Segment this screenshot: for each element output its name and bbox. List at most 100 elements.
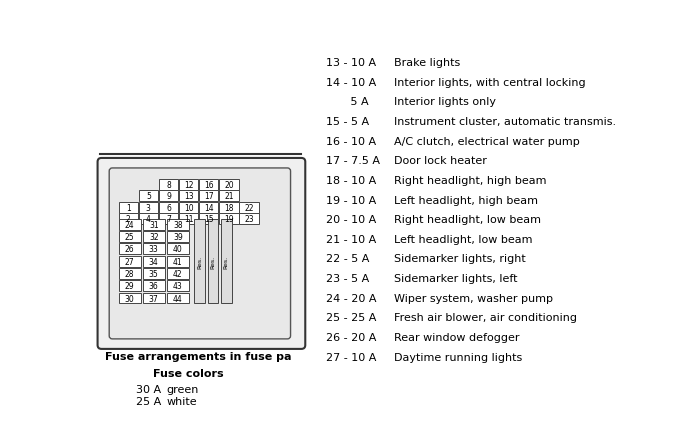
Text: Res.: Res. (211, 255, 216, 268)
Text: 41: 41 (173, 257, 183, 266)
Bar (139, 214, 158, 225)
Bar (118, 256, 141, 267)
Bar (143, 232, 165, 242)
Text: A/C clutch, electrical water pump: A/C clutch, electrical water pump (393, 136, 580, 146)
Text: Brake lights: Brake lights (393, 58, 460, 68)
Text: 25 - 25 A: 25 - 25 A (326, 313, 377, 323)
Bar (199, 214, 218, 225)
Text: Right headlight, low beam: Right headlight, low beam (393, 215, 540, 225)
Bar (167, 232, 189, 242)
Text: 15: 15 (204, 215, 214, 224)
Bar (239, 214, 259, 225)
Bar (208, 219, 218, 304)
Text: Fuse colors: Fuse colors (153, 368, 223, 378)
Text: 3: 3 (146, 203, 150, 212)
Text: 30 A: 30 A (136, 384, 161, 394)
Bar (118, 214, 138, 225)
Bar (159, 202, 178, 213)
Bar (199, 179, 218, 190)
Text: 34: 34 (149, 257, 159, 266)
Text: Fuse arrangements in fuse pa: Fuse arrangements in fuse pa (105, 351, 292, 361)
Text: 21 - 10 A: 21 - 10 A (326, 234, 377, 244)
Bar (139, 202, 158, 213)
Text: 25: 25 (125, 233, 134, 241)
Bar (143, 256, 165, 267)
Text: 11: 11 (184, 215, 193, 224)
Text: Daytime running lights: Daytime running lights (393, 352, 522, 362)
Text: Res.: Res. (224, 255, 229, 268)
Text: 43: 43 (173, 282, 183, 290)
Text: 33: 33 (149, 245, 159, 254)
Bar (118, 244, 141, 254)
Bar (143, 281, 165, 291)
Text: 26 - 20 A: 26 - 20 A (326, 332, 377, 342)
Text: Interior lights only: Interior lights only (393, 97, 496, 107)
Text: 4: 4 (146, 215, 150, 224)
Text: 9: 9 (166, 192, 171, 201)
Bar (167, 256, 189, 267)
Bar (199, 202, 218, 213)
Bar (143, 219, 165, 230)
Text: 36: 36 (149, 282, 159, 290)
Text: 31: 31 (149, 220, 159, 229)
Bar (167, 219, 189, 230)
Text: Rear window defogger: Rear window defogger (393, 332, 519, 342)
Text: 1: 1 (126, 203, 131, 212)
Text: 5: 5 (146, 192, 150, 201)
Bar (159, 179, 178, 190)
Bar (143, 268, 165, 279)
Bar (159, 214, 178, 225)
Text: 2: 2 (126, 215, 131, 224)
Bar (167, 293, 189, 304)
Bar (179, 191, 198, 201)
Text: Res.: Res. (197, 255, 202, 268)
Text: Left headlight, low beam: Left headlight, low beam (393, 234, 532, 244)
Bar (199, 191, 218, 201)
Text: Left headlight, high beam: Left headlight, high beam (393, 195, 538, 205)
Text: 22: 22 (244, 203, 254, 212)
Text: 20: 20 (224, 180, 234, 189)
Text: 16: 16 (204, 180, 214, 189)
Text: 22 - 5 A: 22 - 5 A (326, 254, 370, 264)
Text: Sidemarker lights, right: Sidemarker lights, right (393, 254, 526, 264)
Text: 44: 44 (173, 294, 183, 303)
Text: 29: 29 (125, 282, 134, 290)
Text: 25 A: 25 A (136, 396, 161, 406)
Text: 26: 26 (125, 245, 134, 254)
Bar (219, 179, 239, 190)
Bar (167, 268, 189, 279)
Bar (219, 191, 239, 201)
Text: Fresh air blower, air conditioning: Fresh air blower, air conditioning (393, 313, 577, 323)
FancyBboxPatch shape (97, 159, 305, 349)
Bar (118, 281, 141, 291)
Text: 17: 17 (204, 192, 214, 201)
Text: 17 - 7.5 A: 17 - 7.5 A (326, 156, 380, 166)
Bar (159, 191, 178, 201)
Text: white: white (167, 396, 197, 406)
Bar (143, 293, 165, 304)
FancyBboxPatch shape (109, 169, 290, 339)
Text: 24 - 20 A: 24 - 20 A (326, 293, 377, 303)
Bar (219, 202, 239, 213)
Bar (118, 219, 141, 230)
Bar (118, 232, 141, 242)
Bar (179, 202, 198, 213)
Text: 40: 40 (173, 245, 183, 254)
Text: 42: 42 (173, 269, 183, 278)
Bar (220, 219, 232, 304)
Text: Wiper system, washer pump: Wiper system, washer pump (393, 293, 552, 303)
Text: 8: 8 (166, 180, 171, 189)
Text: 27: 27 (125, 257, 134, 266)
Text: 13 - 10 A: 13 - 10 A (326, 58, 377, 68)
Text: 6: 6 (166, 203, 171, 212)
Text: 13: 13 (184, 192, 193, 201)
Text: 14 - 10 A: 14 - 10 A (326, 78, 377, 88)
Text: 32: 32 (149, 233, 159, 241)
Text: 10: 10 (184, 203, 193, 212)
Text: green: green (167, 384, 199, 394)
Text: 39: 39 (173, 233, 183, 241)
Text: Sidemarker lights, left: Sidemarker lights, left (393, 273, 517, 283)
Text: Door lock heater: Door lock heater (393, 156, 486, 166)
Text: 24: 24 (125, 220, 134, 229)
Text: 20 - 10 A: 20 - 10 A (326, 215, 377, 225)
